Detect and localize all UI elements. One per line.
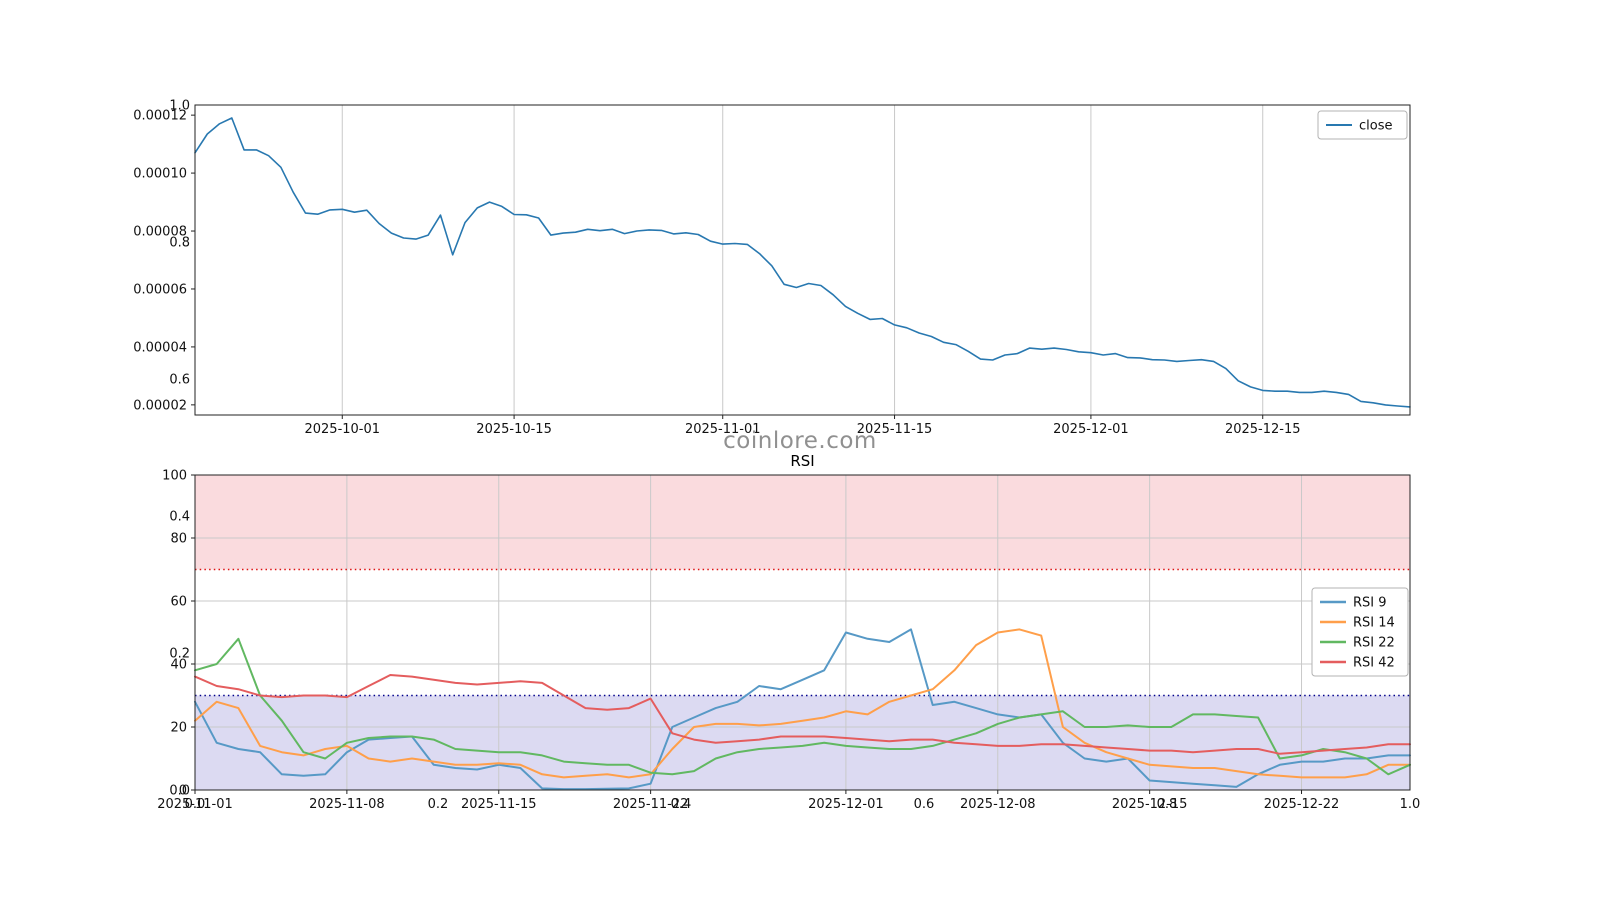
price-legend-box: [1317, 110, 1408, 140]
overlay-x-tick-label: 0.8: [1157, 797, 1178, 812]
overlay-y-tick-label: 0.6: [169, 373, 190, 388]
x-tick-label: 2025-11-01: [157, 797, 233, 812]
legend-label: RSI 14: [1353, 616, 1395, 631]
rsi-42-line: [194, 674, 1411, 755]
overlay-y-tick-label: 0.4: [169, 510, 190, 525]
y-tick-label: 100: [162, 469, 187, 484]
y-tick-label: 0.00006: [133, 282, 187, 297]
overlay-y-tick-label: 0.2: [169, 647, 190, 662]
legend-label: close: [1359, 119, 1392, 134]
rsi-22-line: [194, 637, 1411, 776]
price-spines: [194, 104, 1411, 416]
y-tick-label: 0.00004: [133, 340, 187, 355]
y-tick-label: 0.00002: [133, 398, 187, 413]
y-tick-label: 0: [179, 784, 187, 799]
x-tick-label: 2025-10-01: [304, 422, 380, 437]
overlay-y-tick-label: 0.0: [169, 784, 190, 799]
x-tick-label: 2025-11-15: [461, 797, 537, 812]
x-tick-label: 2025-11-08: [309, 797, 385, 812]
legend-label: RSI 42: [1353, 656, 1395, 671]
y-tick-label: 0.00008: [133, 225, 187, 240]
x-tick-label: 2025-11-01: [685, 422, 761, 437]
x-tick-label: 2025-12-01: [1053, 422, 1129, 437]
price-legend: close: [1317, 110, 1408, 140]
legend-label: RSI 22: [1353, 636, 1395, 651]
overlay-x-tick-label: 0.0: [185, 797, 206, 812]
x-tick-label: 2025-12-15: [1225, 422, 1301, 437]
x-tick-label: 2025-10-15: [476, 422, 552, 437]
y-tick-label: 0.00010: [133, 167, 187, 182]
close-line: [194, 117, 1411, 408]
x-tick-label: 2025-12-08: [960, 797, 1036, 812]
y-tick-label: 60: [170, 595, 187, 610]
price-axes: 2025-10-01 2025-10-15 2025-11-01 2025-11-15…: [133, 104, 1411, 437]
overlay-x-tick-label: 0.2: [428, 797, 449, 812]
legend-label: RSI 9: [1353, 596, 1387, 611]
overlay-x-tick-label: 1.0: [1400, 797, 1421, 812]
x-tick-label: 2025-12-15: [1112, 797, 1188, 812]
overlay-y-tick-label: 0.8: [169, 236, 190, 251]
x-tick-label: 2025-12-01: [808, 797, 884, 812]
x-tick-label: 2025-11-15: [857, 422, 933, 437]
figure-fraction-axis: 1.0 0.8 0.6 0.4 0.2 0.00.0 0.2 0.4 0.6 0.8 1.0: [169, 99, 1420, 813]
y-tick-label: 40: [170, 658, 187, 673]
overlay-x-tick-label: 0.6: [914, 797, 935, 812]
rsi-legend-box: [1311, 587, 1409, 677]
y-tick-label: 80: [170, 532, 187, 547]
overlay-y-tick-label: 1.0: [169, 99, 190, 114]
x-tick-label: 2025-12-22: [1264, 797, 1340, 812]
rsi-14-line: [194, 628, 1411, 779]
oversold-band: [195, 695, 1410, 790]
rsi-legend: RSI 9 RSI 14 RSI 22 RSI 42: [1311, 587, 1409, 677]
y-tick-label: 20: [170, 721, 187, 736]
x-tick-label: 2025-11-22: [613, 797, 689, 812]
rsi-spines: [194, 474, 1411, 791]
overbought-band: [195, 475, 1410, 570]
rsi-axes: 2025-11-01 2025-11-08 2025-11-15 2025-11-22…: [157, 469, 1411, 812]
y-tick-label: 0.00012: [133, 109, 187, 124]
overlay-x-tick-label: 0.4: [671, 797, 692, 812]
